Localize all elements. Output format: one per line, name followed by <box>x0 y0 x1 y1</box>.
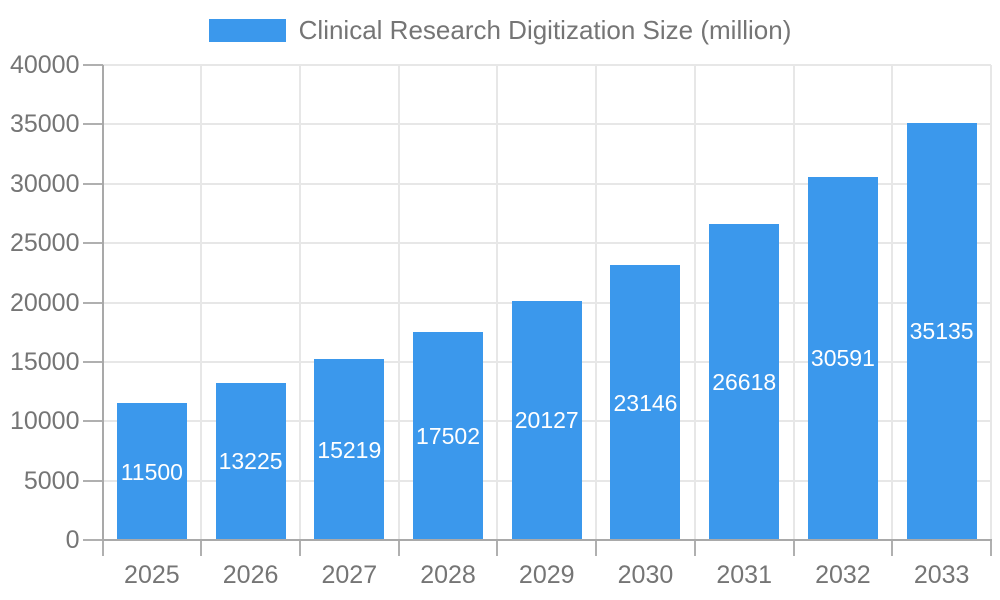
x-axis-tick-label: 2025 <box>124 561 180 589</box>
x-gridline <box>397 65 400 540</box>
x-axis-tick <box>990 540 992 556</box>
x-gridline <box>693 65 696 540</box>
x-axis-tick-label: 2027 <box>321 561 378 589</box>
x-axis-tick <box>101 540 104 556</box>
x-gridline <box>298 65 301 540</box>
bar-value-label: 23146 <box>613 389 678 416</box>
x-axis-tick <box>298 540 301 556</box>
bar-value-label: 30591 <box>810 345 875 372</box>
y-axis-tick-label: 15000 <box>9 347 80 376</box>
bar-value-label: 15219 <box>317 436 382 463</box>
x-axis-tick-label: 2028 <box>420 561 476 589</box>
y-axis-tick <box>82 360 103 363</box>
x-axis-tick <box>693 540 696 556</box>
y-gridline <box>102 242 991 245</box>
bar-2026[interactable]: 13225 <box>215 382 286 540</box>
y-axis-tick <box>82 420 103 423</box>
y-gridline <box>102 182 991 185</box>
bar-2027[interactable]: 15219 <box>314 359 385 540</box>
bar-value-label: 26618 <box>712 368 777 395</box>
x-axis-tick <box>891 540 894 556</box>
bar-2033[interactable]: 35135 <box>906 122 977 540</box>
y-axis-tick-label: 20000 <box>9 288 80 317</box>
x-axis-tick-label: 2033 <box>913 561 970 589</box>
y-axis-tick <box>82 479 103 482</box>
y-gridline <box>102 123 991 126</box>
x-axis-tick <box>595 540 598 556</box>
x-axis-line <box>101 539 992 541</box>
y-axis-tick <box>82 123 103 126</box>
bar-2032[interactable]: 30591 <box>807 176 878 540</box>
y-axis-tick-label: 40000 <box>9 51 80 79</box>
y-axis-tick-label: 5000 <box>23 466 80 495</box>
x-axis-tick-label: 2030 <box>617 561 674 589</box>
legend-label[interactable]: Clinical Research Digitization Size (mil… <box>298 15 792 45</box>
y-gridline <box>102 64 991 66</box>
legend: Clinical Research Digitization Size (mil… <box>0 15 1000 45</box>
bar-value-label: 13225 <box>218 448 283 475</box>
x-axis-tick-label: 2031 <box>716 561 772 589</box>
bar-value-label: 20127 <box>514 407 579 434</box>
bar-2031[interactable]: 26618 <box>709 223 780 540</box>
x-axis-tick <box>792 540 795 556</box>
bar-2028[interactable]: 17502 <box>413 332 484 540</box>
x-axis-tick <box>200 540 203 556</box>
y-axis-tick <box>82 242 103 245</box>
y-axis-tick <box>82 539 103 541</box>
x-gridline <box>990 65 992 540</box>
x-gridline <box>595 65 598 540</box>
y-axis-tick-label: 30000 <box>9 169 80 198</box>
x-axis-tick-label: 2032 <box>815 561 871 589</box>
bar-2029[interactable]: 20127 <box>511 300 582 540</box>
x-gridline <box>891 65 894 540</box>
x-axis-tick <box>397 540 400 556</box>
bar-2030[interactable]: 23146 <box>610 265 681 540</box>
y-axis-tick-label: 35000 <box>9 110 80 139</box>
x-axis-tick-label: 2029 <box>518 561 575 589</box>
y-axis-tick-label: 0 <box>65 526 80 554</box>
bar-2025[interactable]: 11500 <box>116 403 187 540</box>
y-axis-line <box>101 65 104 541</box>
y-axis-tick <box>82 182 103 185</box>
legend-swatch-icon[interactable] <box>208 18 286 42</box>
x-axis-tick <box>496 540 499 556</box>
y-axis-tick-label: 10000 <box>9 407 80 436</box>
y-axis-tick-label: 25000 <box>9 229 80 258</box>
y-axis-tick <box>82 64 103 66</box>
x-gridline <box>200 65 203 540</box>
bar-value-label: 35135 <box>909 318 974 345</box>
y-axis-tick <box>82 301 103 304</box>
x-axis-tick-label: 2026 <box>222 561 279 589</box>
x-gridline <box>496 65 499 540</box>
x-gridline <box>792 65 795 540</box>
bar-value-label: 17502 <box>416 423 480 450</box>
bar-value-label: 11500 <box>120 458 183 485</box>
